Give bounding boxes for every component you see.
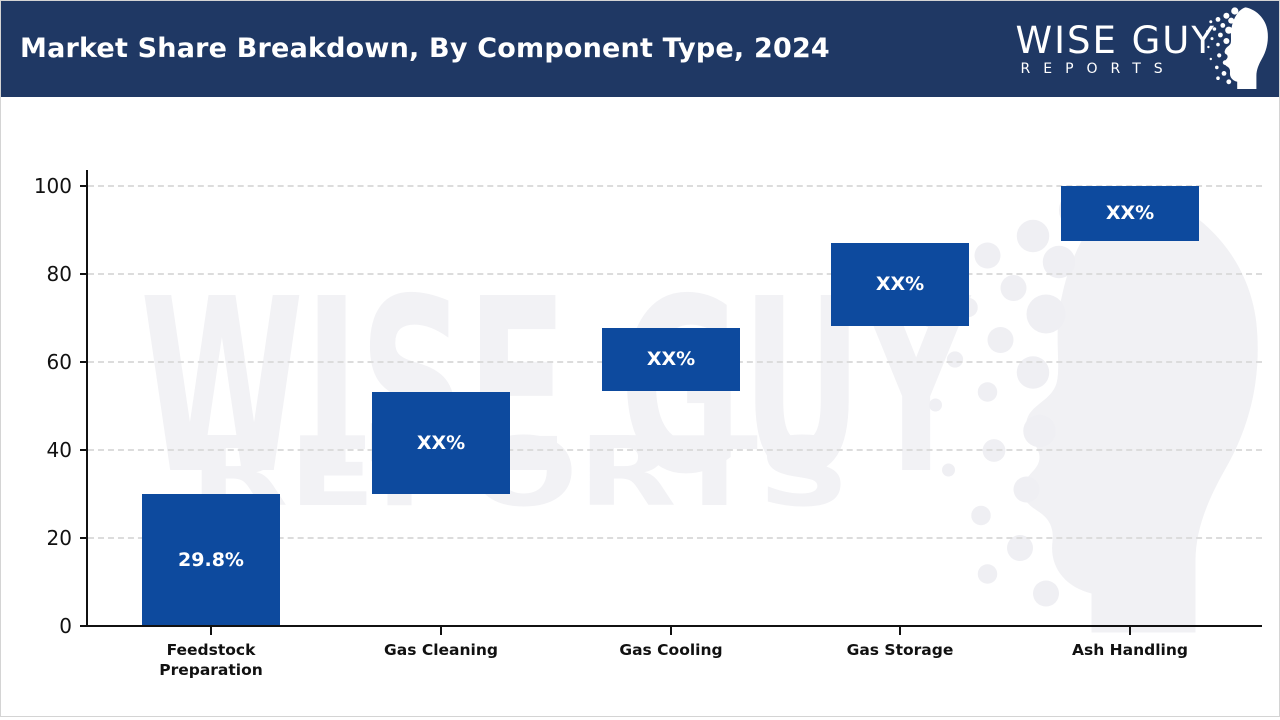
y-tick-mark [80, 624, 88, 627]
y-tick-mark [80, 184, 88, 187]
bar [372, 392, 510, 495]
x-tick-mark [670, 626, 672, 635]
bar-value-label: XX% [875, 273, 925, 296]
page-title: Market Share Breakdown, By Component Typ… [20, 33, 830, 64]
header-bar: Market Share Breakdown, By Component Typ… [0, 0, 1280, 97]
y-gridline [88, 536, 1262, 539]
y-tick-label: 20 [46, 525, 72, 550]
y-gridline [88, 184, 1262, 187]
brand-logo: WISE GUY REPORTS [1015, 6, 1280, 89]
y-axis-line [86, 170, 88, 628]
y-gridline [88, 272, 1262, 275]
category-label: Gas Cooling [619, 640, 723, 659]
bar-value-label: XX% [416, 432, 466, 455]
category-label: Gas Cleaning [384, 640, 498, 659]
x-tick-mark [899, 626, 901, 635]
y-tick-mark [80, 536, 88, 539]
y-tick-mark [80, 360, 88, 363]
y-tick-mark [80, 448, 88, 451]
y-tick-label: 100 [33, 173, 72, 198]
y-tick-mark [80, 272, 88, 275]
x-tick-mark [1129, 626, 1131, 635]
category-label: Ash Handling [1072, 640, 1188, 659]
bar [831, 242, 969, 326]
category-label: Feedstock Preparation [159, 640, 263, 680]
y-tick-label: 80 [46, 261, 72, 286]
y-tick-label: 0 [59, 613, 72, 638]
logo-wordmark: WISE GUY [1015, 18, 1216, 62]
y-gridline [88, 448, 1262, 451]
logo-face-icon [1206, 6, 1268, 89]
x-axis-line [86, 624, 1262, 627]
category-label: Gas Storage [846, 640, 954, 659]
bar-value-label: XX% [1105, 202, 1155, 225]
y-tick-label: 60 [46, 349, 72, 374]
logo-subtitle: REPORTS [1020, 60, 1176, 77]
x-tick-mark [440, 626, 442, 635]
bar [142, 494, 280, 626]
bar-value-label: 29.8% [178, 548, 244, 571]
bar [602, 327, 740, 391]
x-tick-mark [210, 626, 212, 635]
y-tick-label: 40 [46, 437, 72, 462]
bar-value-label: XX% [646, 348, 696, 371]
